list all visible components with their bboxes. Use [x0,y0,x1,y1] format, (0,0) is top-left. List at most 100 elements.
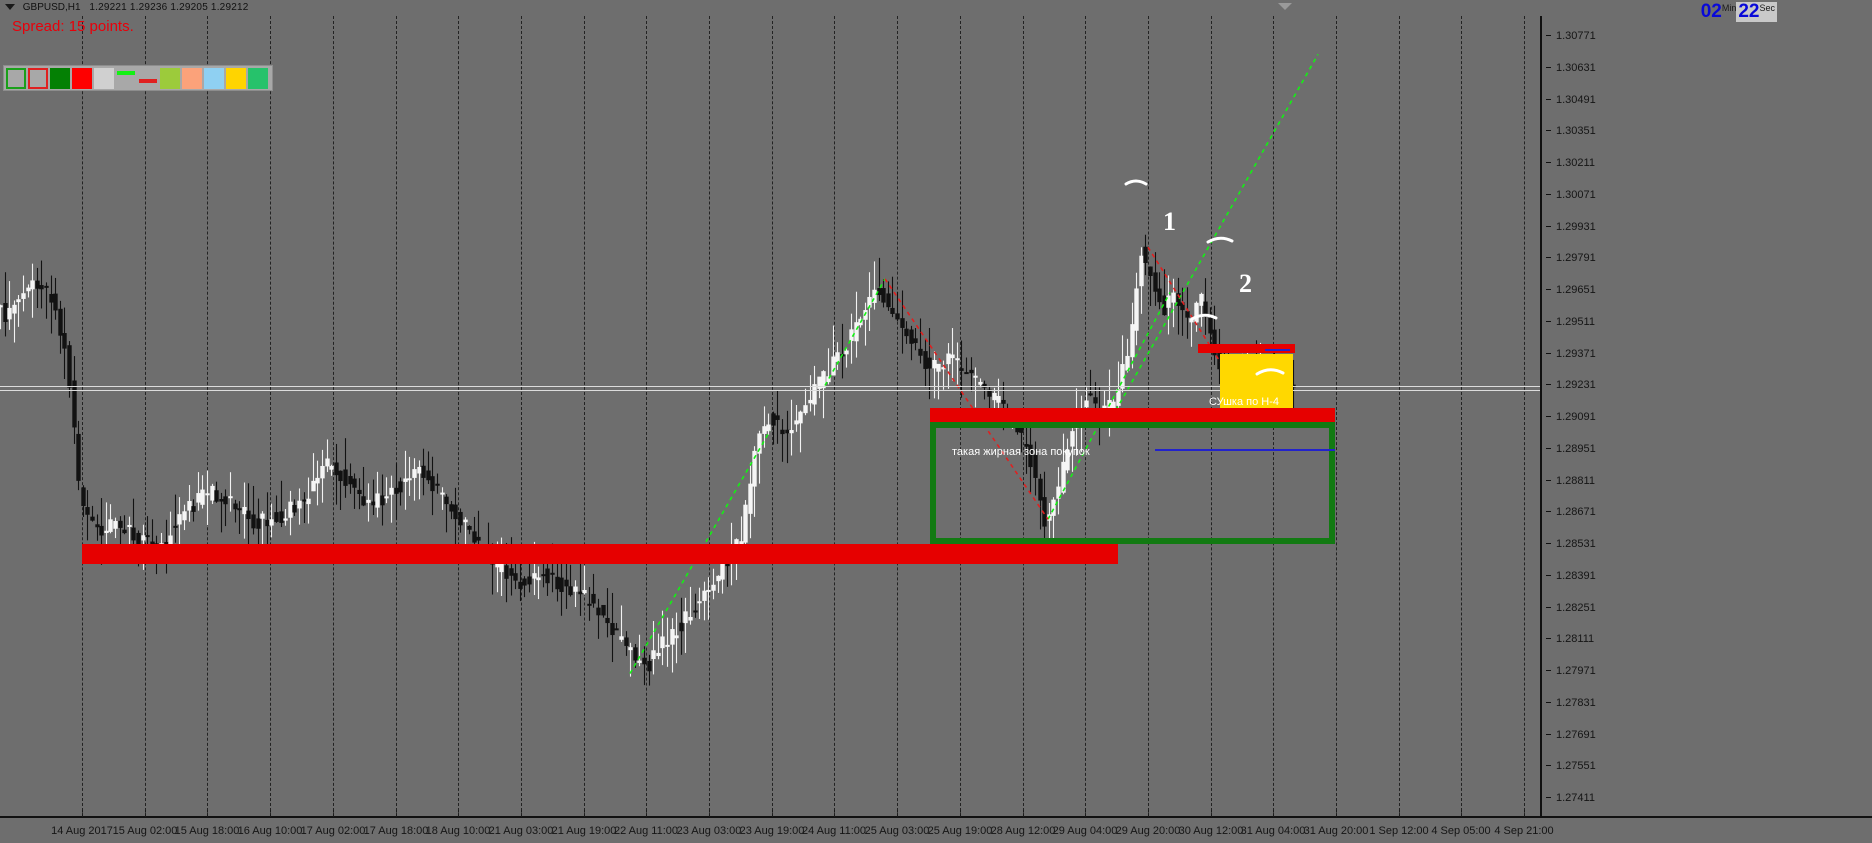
gridline-vertical [1336,16,1337,816]
time-tick-label: 25 Aug 19:00 [927,825,993,837]
price-tick-label: 1.27411 [1546,792,1595,804]
chevron-down-icon[interactable] [5,3,15,10]
bid-price-line [0,389,1540,391]
chart-header: GBPUSD,H1 1.29221 1.29236 1.29205 1.2921… [0,0,1872,16]
gridline-vertical [82,16,83,816]
spread-label: Spread: 15 points. [12,18,134,35]
ask-price-line [0,385,1540,387]
time-tick-label: 31 Aug 04:00 [1240,825,1306,837]
time-tick-label: 4 Sep 05:00 [1431,825,1491,837]
resistance-zone-mid[interactable] [930,407,1335,422]
resistance-zone-upper[interactable] [1198,344,1295,354]
price-tick-label: 1.30491 [1546,93,1596,106]
gridline-vertical [1524,16,1525,816]
gridline-vertical [458,16,459,816]
time-tick-mark [458,810,459,817]
gridline-vertical [396,16,397,816]
collapse-chevron-icon[interactable] [1278,3,1292,10]
price-axis[interactable]: 1.30771 1.30631 1.30491 1.30351 1.30211 1.300… [1540,16,1872,816]
gridline-vertical [834,16,835,816]
time-axis[interactable]: 14 Aug 2017 15 Aug 02:00 15 Aug 18:00 16 Au… [0,810,1872,843]
time-tick-label: 24 Aug 11:00 [801,825,867,837]
trend-line [629,430,771,674]
timer-minutes-unit: Min [1721,3,1737,13]
gridline-vertical [270,16,271,816]
time-tick-mark [1211,810,1212,817]
swatch-red-bar[interactable] [138,67,158,89]
time-tick-mark [646,810,647,817]
price-tick-label: 1.29651 [1546,284,1596,296]
price-tick-label: 1.28391 [1546,569,1596,582]
entry-highlight-yellow[interactable] [1220,353,1293,417]
swatch-yellow-green[interactable] [160,67,180,89]
time-tick-label: 28 Aug 12:00 [990,825,1056,837]
h4-dry-line-blue[interactable] [1155,448,1335,451]
time-tick-label: 1 Sep 12:00 [1369,825,1429,837]
price-tick-label: 1.30771 [1546,30,1596,42]
time-tick-label: 16 Aug 10:00 [237,825,303,837]
time-tick-mark [1148,810,1149,817]
gridline-vertical [584,16,585,816]
time-tick-label: 30 Aug 12:00 [1178,825,1244,837]
buy-zone-annotation: такая жирная зона покупок [952,446,1090,458]
time-tick-label: 17 Aug 18:00 [363,825,429,837]
time-tick-mark [521,810,522,817]
swatch-lime-bar[interactable] [116,67,136,89]
swatch-green-outline[interactable] [6,67,26,89]
time-tick-mark [1461,810,1462,817]
order-line-blue[interactable] [1265,348,1290,351]
ohlc-values: 1.29221 1.29236 1.29205 1.29212 [89,2,249,13]
price-tick-label: 1.28251 [1546,601,1596,614]
price-tick-label: 1.29931 [1546,220,1596,233]
swatch-salmon[interactable] [182,67,202,89]
time-tick-label: 14 Aug 2017 [51,825,113,837]
time-tick-mark [1399,810,1400,817]
gridline-vertical [207,16,208,816]
price-tick-label: 1.27971 [1546,665,1596,677]
swatch-gold[interactable] [226,67,246,89]
time-tick-label: 23 Aug 03:00 [676,825,742,837]
time-tick-label: 17 Aug 02:00 [300,825,366,837]
price-tick-label: 1.27691 [1546,728,1596,741]
swatch-red[interactable] [72,67,92,89]
time-tick-label: 25 Aug 03:00 [864,825,930,837]
time-tick-label: 29 Aug 20:00 [1115,825,1181,837]
time-tick-label: 29 Aug 04:00 [1052,825,1118,837]
time-tick-label: 4 Sep 21:00 [1494,825,1554,837]
swatch-red-outline[interactable] [28,67,48,89]
time-tick-mark [1524,810,1525,817]
trend-line [1047,292,1171,520]
timer-seconds-unit: Sec [1759,3,1775,13]
time-tick-mark [709,810,710,817]
price-tick-label: 1.29371 [1546,347,1596,360]
gridline-vertical [333,16,334,816]
price-tick-label: 1.28671 [1546,506,1596,519]
time-tick-label: 22 Aug 11:00 [613,825,679,837]
time-tick-label: 21 Aug 03:00 [488,825,554,837]
color-palette-toolbar[interactable] [3,65,273,91]
time-tick-label: 18 Aug 10:00 [425,825,491,837]
chart-plot-area[interactable]: такая жирная зона покупок СУшка по H-4 1… [0,16,1540,816]
time-tick-mark [584,810,585,817]
time-tick-mark [960,810,961,817]
time-tick-mark [1085,810,1086,817]
trend-line [1107,53,1319,425]
timer-seconds: 22 [1738,1,1760,22]
swatch-sky-blue[interactable] [204,67,224,89]
support-zone-lower[interactable] [82,544,1118,565]
symbol-label: GBPUSD,H1 [22,2,81,13]
time-tick-mark [207,810,208,817]
swatch-dark-green[interactable] [50,67,70,89]
time-tick-label: 21 Aug 19:00 [551,825,617,837]
price-tick-label: 1.28531 [1546,538,1596,550]
price-tick-label: 1.29791 [1546,252,1596,265]
price-tick-label: 1.30211 [1546,157,1595,169]
buy-zone-green-box[interactable] [930,421,1335,544]
time-tick-label: 15 Aug 18:00 [174,825,240,837]
price-tick-label: 1.29091 [1546,411,1596,423]
swatch-light-gray[interactable] [94,67,114,89]
time-tick-mark [897,810,898,817]
price-tick-label: 1.27831 [1546,696,1596,709]
swatch-emerald[interactable] [248,67,268,89]
